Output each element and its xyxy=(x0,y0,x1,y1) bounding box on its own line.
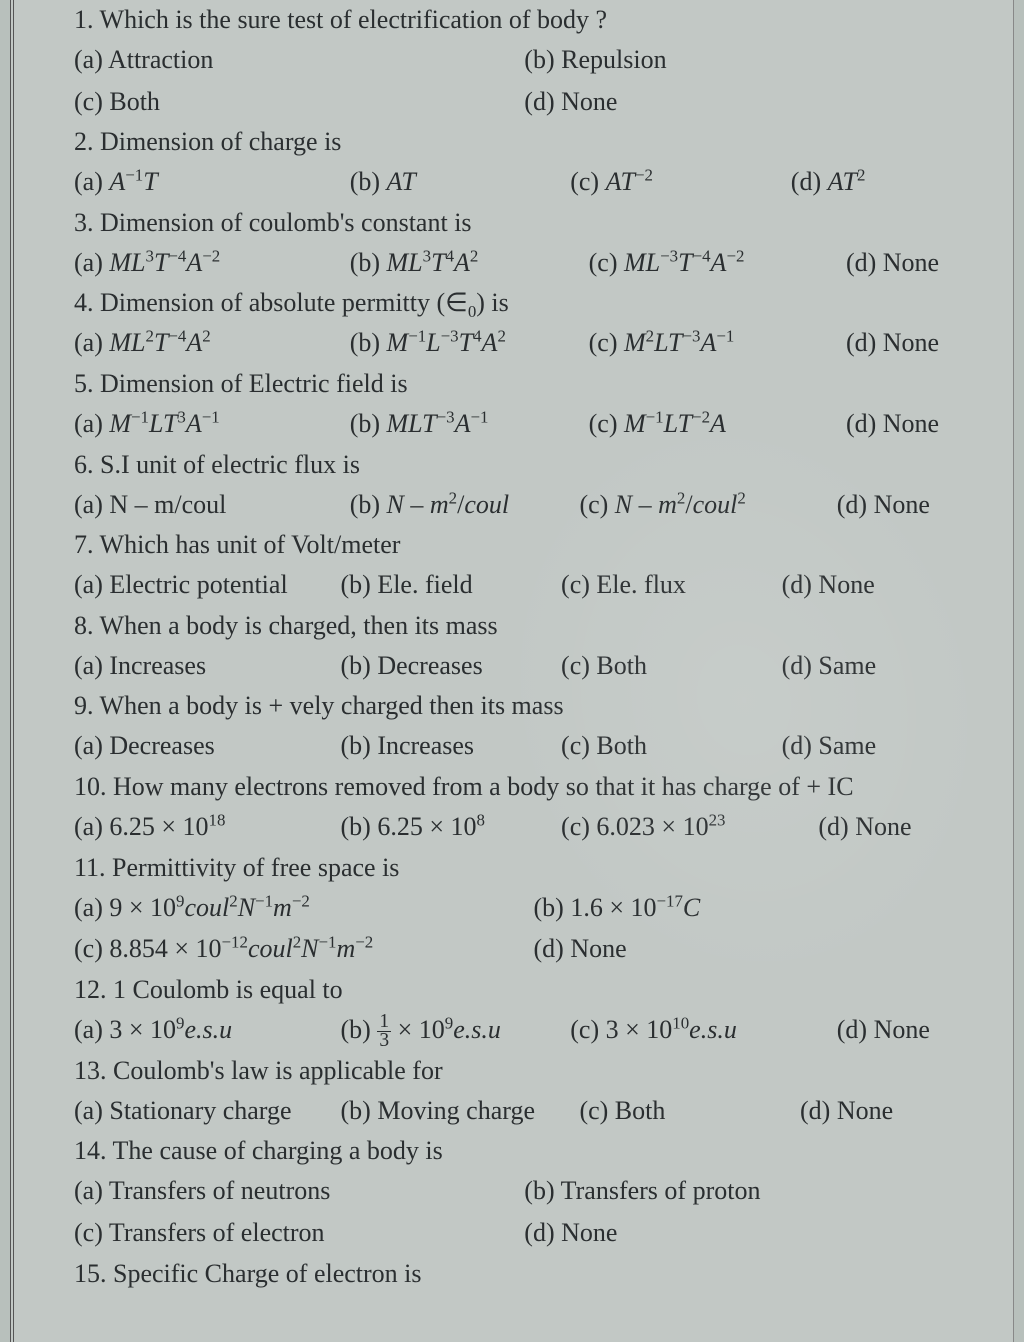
option-a: (a) Stationary charge xyxy=(74,1090,341,1132)
option-c: (c) ML−3T−4A−2 xyxy=(589,242,846,284)
question-10: 10. How many electrons removed from a bo… xyxy=(74,767,993,848)
option-b: (b) N – m2/coul xyxy=(350,484,580,526)
option-b: (b) Decreases xyxy=(341,645,562,687)
option-a: (a) M−1LT3A−1 xyxy=(74,403,350,445)
option-c: (c) Both xyxy=(74,81,524,123)
question-9: 9. When a body is + vely charged then it… xyxy=(74,686,993,767)
question-15: 15. Specific Charge of electron is xyxy=(74,1254,993,1293)
option-c: (c) 6.023 × 1023 xyxy=(561,806,818,848)
option-a: (a) Decreases xyxy=(74,725,341,767)
option-b: (b) ML3T4A2 xyxy=(350,242,589,284)
option-c: (c) N – m2/coul2 xyxy=(579,484,836,526)
question-3: 3. Dimension of coulomb's constant is (a… xyxy=(74,203,993,284)
options-row: (a) A−1T (b) AT (c) AT−2 (d) AT2 xyxy=(74,161,993,203)
option-a: (a) A−1T xyxy=(74,161,350,203)
question-7: 7. Which has unit of Volt/meter (a) Elec… xyxy=(74,525,993,606)
question-12: 12. 1 Coulomb is equal to (a) 3 × 109e.s… xyxy=(74,970,993,1051)
option-a: (a) N – m/coul xyxy=(74,484,350,526)
option-a: (a) Transfers of neutrons xyxy=(74,1170,524,1212)
option-d: (d) None xyxy=(846,322,984,364)
option-b: (b) Transfers of proton xyxy=(524,1170,974,1212)
question-11: 11. Permittivity of free space is (a) 9 … xyxy=(74,848,993,970)
option-c: (c) Both xyxy=(579,1090,800,1132)
option-c: (c) 8.854 × 10−12coul2N−1m−2 xyxy=(74,928,534,970)
option-d: (d) None xyxy=(524,1212,974,1254)
option-c: (c) 3 × 1010e.s.u xyxy=(570,1009,837,1051)
option-d: (d) None xyxy=(837,1009,975,1051)
option-b: (b) Repulsion xyxy=(524,39,974,81)
option-d: (d) None xyxy=(846,242,984,284)
option-a: (a) Increases xyxy=(74,645,341,687)
option-c: (c) Transfers of electron xyxy=(74,1212,524,1254)
option-d: (d) None xyxy=(524,81,974,123)
options-row: (a) Attraction (b) Repulsion (c) Both (d… xyxy=(74,39,993,122)
option-a: (a) ML2T−4A2 xyxy=(74,322,350,364)
question-13: 13. Coulomb's law is applicable for (a) … xyxy=(74,1051,993,1132)
option-d: (d) None xyxy=(800,1090,975,1132)
option-d: (d) None xyxy=(846,403,984,445)
option-b: (b) 1.6 × 10−17C xyxy=(534,887,975,929)
question-8: 8. When a body is charged, then its mass… xyxy=(74,606,993,687)
option-d: (d) AT2 xyxy=(791,161,975,203)
option-b: (b) Ele. field xyxy=(341,564,562,606)
question-text: 2. Dimension of charge is xyxy=(74,122,993,161)
option-d: (d) None xyxy=(837,484,975,526)
option-d: (d) Same xyxy=(782,645,966,687)
document-page: 1. Which is the sure test of electrifica… xyxy=(10,0,1014,1342)
question-5: 5. Dimension of Electric field is (a) M−… xyxy=(74,364,993,445)
option-a: (a) Electric potential xyxy=(74,564,341,606)
option-d: (d) None xyxy=(534,928,975,970)
option-c: (c) Both xyxy=(561,725,782,767)
option-c: (c) Both xyxy=(561,645,782,687)
option-b: (b) AT xyxy=(350,161,571,203)
option-b: (b) 13 × 109e.s.u xyxy=(341,1009,571,1051)
option-d: (d) None xyxy=(818,806,974,848)
question-6: 6. S.I unit of electric flux is (a) N – … xyxy=(74,445,993,526)
question-2: 2. Dimension of charge is (a) A−1T (b) A… xyxy=(74,122,993,203)
option-b: (b) Increases xyxy=(341,725,562,767)
option-a: (a) 6.25 × 1018 xyxy=(74,806,341,848)
question-number: 1. xyxy=(74,5,94,34)
question-body: Which is the sure test of electrificatio… xyxy=(100,5,608,34)
option-c: (c) AT−2 xyxy=(570,161,791,203)
option-c: (c) Ele. flux xyxy=(561,564,782,606)
option-c: (c) M2LT−3A−1 xyxy=(589,322,846,364)
option-a: (a) Attraction xyxy=(74,39,524,81)
question-1: 1. Which is the sure test of electrifica… xyxy=(74,0,993,122)
option-c: (c) M−1LT−2A xyxy=(589,403,846,445)
option-d: (d) Same xyxy=(782,725,966,767)
option-a: (a) 3 × 109e.s.u xyxy=(74,1009,341,1051)
question-text: 1. Which is the sure test of electrifica… xyxy=(74,0,993,39)
option-b: (b) M−1L−3T4A2 xyxy=(350,322,589,364)
option-b: (b) Moving charge xyxy=(341,1090,580,1132)
option-b: (b) MLT−3A−1 xyxy=(350,403,589,445)
option-d: (d) None xyxy=(782,564,966,606)
option-a: (a) ML3T−4A−2 xyxy=(74,242,350,284)
question-4: 4. Dimension of absolute permitty (∈0) i… xyxy=(74,283,993,364)
option-a: (a) 9 × 109coul2N−1m−2 xyxy=(74,887,534,929)
question-14: 14. The cause of charging a body is (a) … xyxy=(74,1131,993,1253)
option-b: (b) 6.25 × 108 xyxy=(341,806,562,848)
